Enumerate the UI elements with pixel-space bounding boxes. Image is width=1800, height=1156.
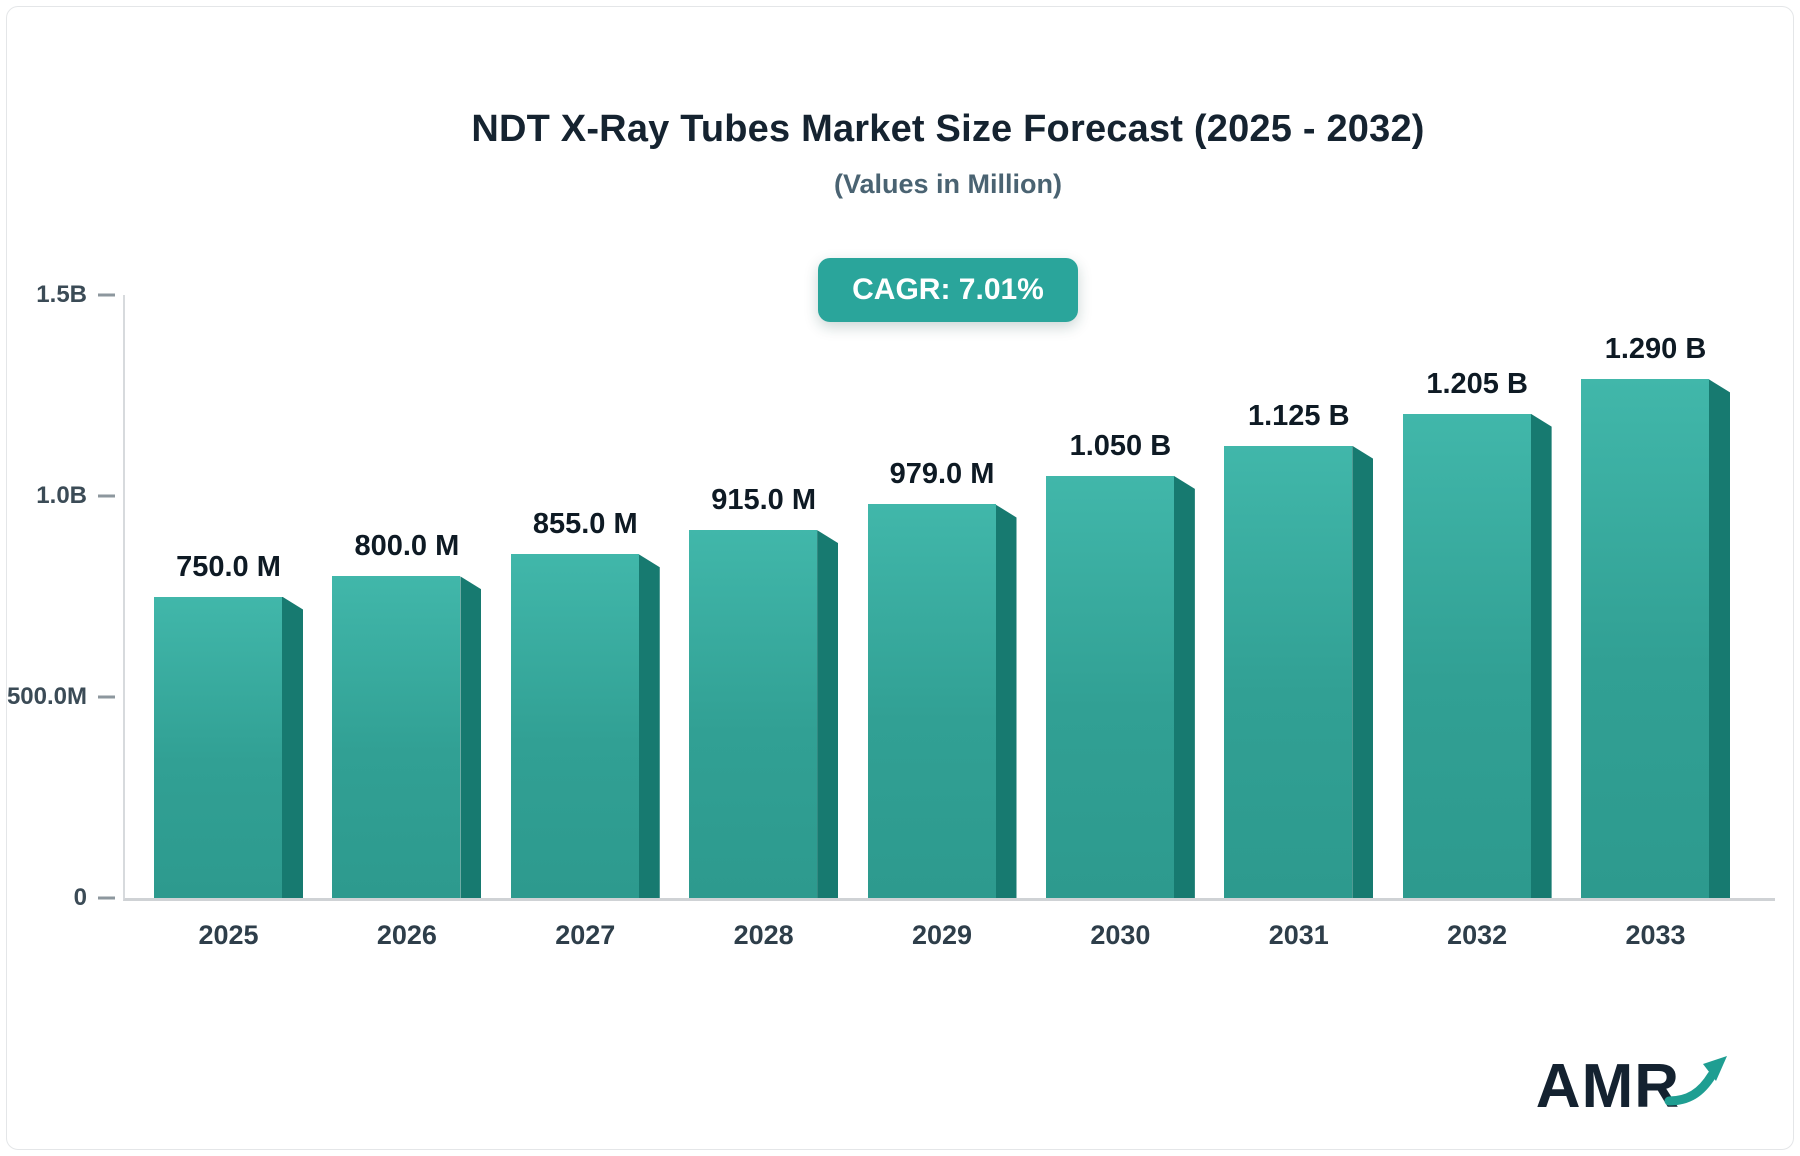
bar-face [154,596,282,898]
bar-face [332,576,461,898]
bar [510,554,660,898]
bar-value-label: 1.205 B [1426,367,1528,400]
bar-value-label: 979.0 M [889,458,995,491]
x-axis-label: 2031 [1268,920,1329,950]
y-axis-tick-mark [98,494,115,498]
bar [689,530,839,898]
cagr-badge-wrapper: CAGR: 7.01% [123,258,1773,322]
cagr-badge: CAGR: 7.01% [818,258,1078,322]
bar-group: 1.050 B 2030 [1045,295,1195,950]
bar-group: 1.205 B 2032 [1402,295,1552,950]
bar-value-label: 1.050 B [1069,429,1172,462]
y-axis-tick-label: 500.0M [6,683,87,710]
x-axis-label: 2026 [376,920,437,950]
y-axis-tick-label: 1.0B [36,482,87,509]
bars: 750.0 M 2025 800.0 M 2026 855.0 M 2027 915.0 M… [125,295,1775,950]
y-axis-tick-mark [98,293,115,297]
bar-value-label: 1.125 B [1247,399,1350,432]
bar-group: 915.0 M 2028 [689,295,839,950]
bar-face [689,530,818,898]
bar-side-shadow [1530,413,1552,898]
bar-side-shadow [1173,475,1195,898]
amr-logo-text: AMR [1535,1052,1680,1121]
y-axis-tick-label: 0 [73,884,87,911]
bar-side-shadow [460,576,482,898]
x-axis-label: 2027 [555,920,616,950]
bar-group: 855.0 M 2027 [510,295,660,950]
growth-arrow-icon [1664,1055,1727,1105]
bar-face [867,504,996,898]
bar-value-label: 800.0 M [354,530,460,563]
bar [1045,475,1195,898]
bar-face [1224,445,1353,898]
amr-logo: AMR [1536,1051,1730,1122]
bar-side-shadow [638,554,660,898]
x-axis-label: 2029 [911,920,973,950]
y-axis-tick-mark [98,896,115,900]
bar-group: 750.0 M 2025 [154,295,303,950]
chart-header: NDT X-Ray Tubes Market Size Forecast (20… [123,108,1773,200]
y-axis-tick-label: 1.5B [36,281,87,308]
chart-title: NDT X-Ray Tubes Market Size Forecast (20… [471,108,1425,150]
chart-subtitle: (Values in Million) [833,169,1063,199]
bar-side-shadow [1352,445,1374,898]
bar [1581,379,1730,898]
bar [332,576,482,898]
bar-value-label: 855.0 M [532,508,638,541]
bar-group: 979.0 M 2029 [867,295,1017,950]
bar-side-shadow [282,596,303,898]
bar-value-label: 1.290 B [1604,333,1707,366]
bar-side-shadow [817,530,839,898]
bar [867,504,1017,898]
bar-side-shadow [1709,379,1730,898]
bar-face [1581,379,1709,898]
bar-face [1045,475,1174,898]
x-axis-label: 2032 [1447,920,1508,950]
bar-group: 1.125 B 2031 [1224,295,1374,950]
bar [1402,413,1552,898]
bar [154,596,303,898]
bar-face [1402,413,1531,898]
plot-area: 750.0 M 2025 800.0 M 2026 855.0 M 2027 915.0 M… [7,281,1775,950]
bar-value-label: 915.0 M [711,484,817,517]
x-axis-label: 2028 [733,920,794,950]
x-axis-label: 2030 [1090,920,1151,950]
bar-side-shadow [995,504,1017,898]
x-axis-label: 2033 [1625,920,1686,950]
y-axis-tick-mark [98,695,115,699]
x-axis-label: 2025 [198,920,259,950]
bar-group: 800.0 M 2026 [332,295,482,950]
bar [1224,445,1374,898]
bar-value-label: 750.0 M [176,550,281,583]
bar-face [510,554,639,898]
bar-group: 1.290 B 2033 [1581,295,1730,950]
